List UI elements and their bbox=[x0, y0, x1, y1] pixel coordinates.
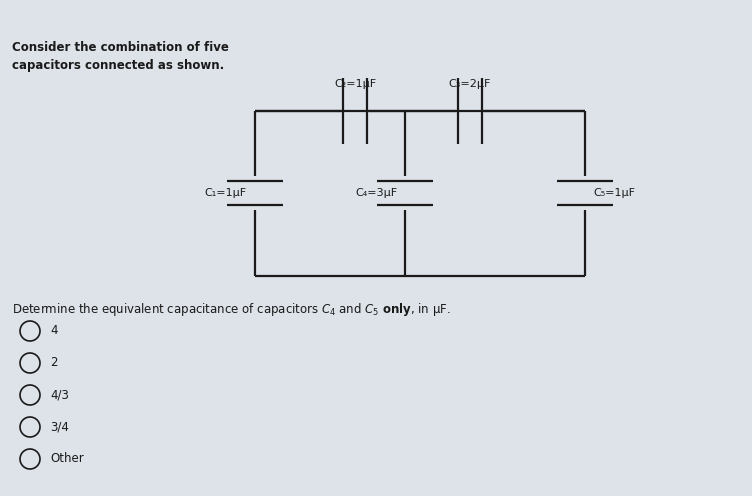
Text: C₄=3μF: C₄=3μF bbox=[355, 188, 397, 198]
Text: 3/4: 3/4 bbox=[50, 421, 69, 434]
Text: Consider the combination of five
capacitors connected as shown.: Consider the combination of five capacit… bbox=[12, 41, 229, 72]
Text: C₃=2μF: C₃=2μF bbox=[449, 79, 491, 89]
Text: Determine the equivalent capacitance of capacitors $C_4$ and $C_5$ $\mathbf{only: Determine the equivalent capacitance of … bbox=[12, 301, 451, 318]
Text: C₂=1μF: C₂=1μF bbox=[334, 79, 376, 89]
Text: C₁=1μF: C₁=1μF bbox=[205, 188, 247, 198]
Text: 2: 2 bbox=[50, 357, 57, 370]
Text: 4: 4 bbox=[50, 324, 57, 337]
Text: C₅=1μF: C₅=1μF bbox=[593, 188, 635, 198]
Text: 4/3: 4/3 bbox=[50, 388, 69, 401]
Text: Other: Other bbox=[50, 452, 83, 466]
